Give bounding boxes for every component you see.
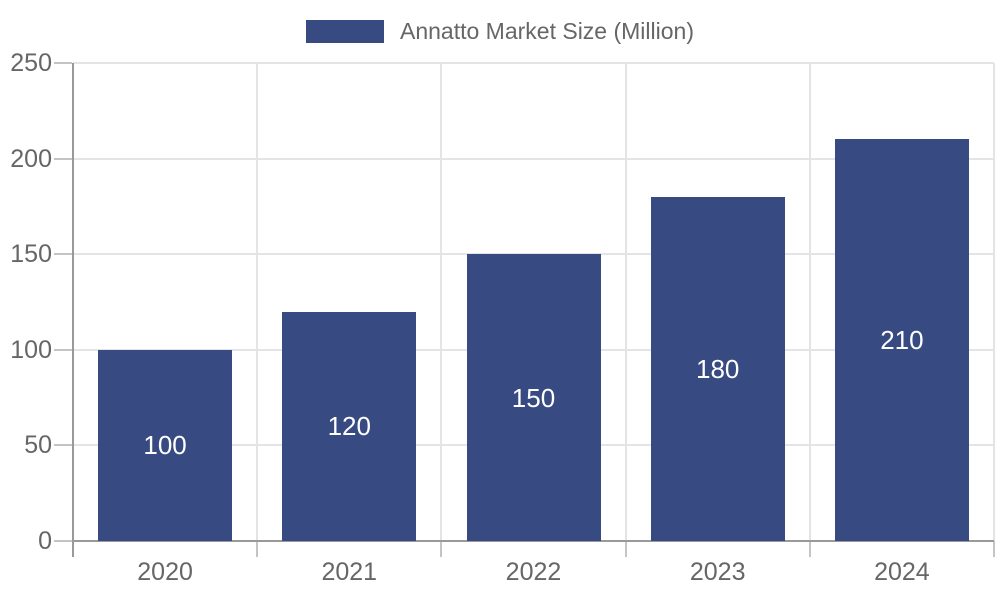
x-axis-tick	[256, 541, 259, 557]
x-axis-tick	[624, 541, 627, 557]
bar-value-label: 150	[511, 382, 556, 413]
bar-value-label: 120	[327, 411, 371, 442]
y-axis-tick	[54, 253, 72, 256]
legend-swatch-icon	[306, 20, 384, 43]
y-axis-line	[72, 63, 74, 557]
bar-2020[interactable]: 100	[98, 349, 233, 541]
y-axis-label: 0	[38, 527, 52, 555]
x-axis-label: 2023	[689, 558, 746, 586]
x-gridline	[256, 63, 259, 541]
bar-2023[interactable]: 180	[650, 196, 785, 541]
x-gridline	[624, 63, 627, 541]
bar-value-label: 180	[695, 353, 740, 384]
y-axis-label: 50	[24, 431, 52, 460]
y-axis-tick	[54, 157, 72, 160]
x-axis-tick	[993, 541, 995, 557]
x-gridline	[440, 63, 443, 541]
bar-2024[interactable]: 210	[834, 139, 969, 541]
y-gridline	[73, 62, 994, 64]
y-axis-tick	[54, 348, 72, 351]
y-axis-label: 100	[10, 335, 52, 364]
y-axis-label: 150	[10, 240, 52, 269]
x-axis-label: 2022	[505, 558, 562, 586]
y-gridline	[73, 157, 994, 160]
y-axis-tick	[54, 540, 72, 542]
bar-value-label: 210	[880, 325, 924, 356]
x-axis-label: 2021	[321, 558, 378, 586]
bar-2022[interactable]: 150	[466, 254, 601, 541]
y-axis-label: 200	[10, 144, 52, 173]
x-gridline	[993, 63, 995, 541]
legend[interactable]: Annatto Market Size (Million)	[0, 18, 1000, 45]
y-axis-label: 250	[10, 49, 52, 77]
x-axis-label: 2024	[874, 558, 930, 586]
legend-label: Annatto Market Size (Million)	[400, 18, 694, 44]
x-gridline	[808, 63, 811, 541]
bar-2021[interactable]: 120	[282, 311, 417, 541]
plot-area: 100 120 150 180 210	[54, 62, 995, 557]
x-axis-tick	[440, 541, 443, 557]
x-axis-line	[73, 540, 994, 542]
y-axis-tick	[54, 62, 72, 64]
y-axis-tick	[54, 444, 72, 447]
x-axis-label: 2020	[137, 558, 193, 586]
x-axis-tick	[808, 541, 811, 557]
bar-value-label: 100	[143, 430, 187, 461]
